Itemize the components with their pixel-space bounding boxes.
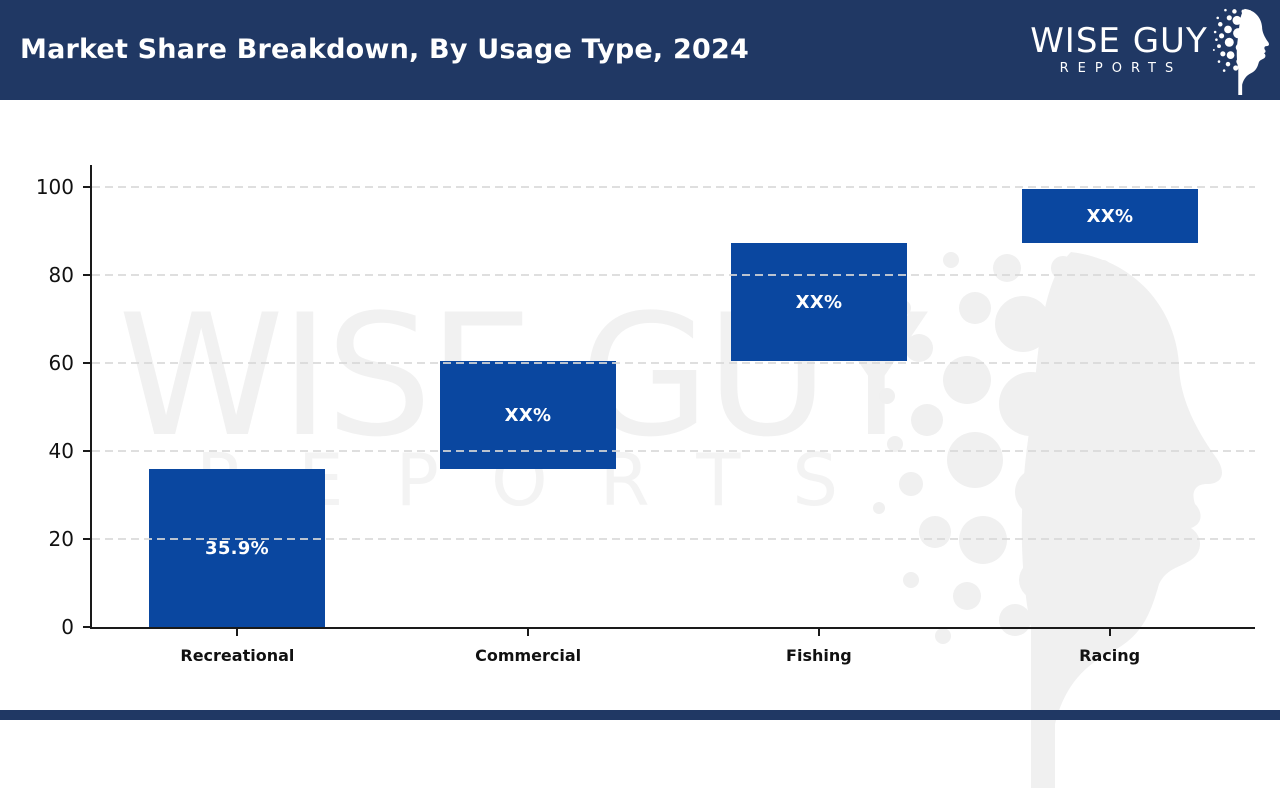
bar-value-label: XX% (1086, 205, 1134, 227)
y-tick-mark-0 (83, 626, 90, 628)
bar-value-label: 35.9% (205, 537, 269, 559)
y-tick-label-40: 40 (48, 439, 74, 463)
footer-bar (0, 710, 1280, 720)
bar-commercial: XX% (440, 361, 616, 469)
gridline-100 (92, 186, 1255, 188)
bar-recreational: 35.9% (149, 469, 325, 627)
x-tick-label-fishing: Fishing (786, 646, 852, 665)
gridline-80 (92, 274, 1255, 276)
logo-text: WISE GUY REPORTS (1030, 20, 1208, 77)
bar-value-label: XX% (795, 291, 843, 313)
y-tick-label-0: 0 (61, 615, 74, 639)
x-tick-label-racing: Racing (1079, 646, 1141, 665)
bar-racing: XX% (1022, 189, 1198, 243)
wiseguy-logo: WISE GUY REPORTS (1030, 4, 1274, 96)
x-tick-mark-recreational (236, 629, 239, 636)
x-tick-label-commercial: Commercial (475, 646, 582, 665)
gridline-60 (92, 362, 1255, 364)
header-banner: Market Share Breakdown, By Usage Type, 2… (0, 0, 1280, 100)
x-tick-label-recreational: Recreational (180, 646, 295, 665)
wiseguy-head-icon (1212, 8, 1269, 95)
y-tick-label-20: 20 (48, 527, 74, 551)
y-tick-mark-100 (83, 186, 90, 188)
x-tick-mark-racing (1108, 629, 1111, 636)
y-tick-mark-40 (83, 450, 90, 452)
x-tick-mark-fishing (817, 629, 820, 636)
y-tick-label-100: 100 (35, 175, 74, 199)
y-tick-mark-20 (83, 538, 90, 540)
y-tick-mark-60 (83, 362, 90, 364)
gridline-40 (92, 450, 1255, 452)
chart-area: WISE GUY REPORTS 0 20 40 60 80 100 35.9% Recrea… (0, 100, 1280, 788)
logo-subtext: REPORTS (1059, 61, 1183, 77)
x-tick-mark-commercial (527, 629, 530, 636)
plot-area: 0 20 40 60 80 100 35.9% Recreational XX% Commerci… (36, 165, 1255, 665)
logo-wordmark: WISE GUY (1030, 20, 1208, 61)
gridline-20 (92, 538, 1255, 540)
bar-fishing: XX% (731, 243, 907, 361)
y-tick-label-60: 60 (48, 351, 74, 375)
bar-value-label: XX% (504, 404, 552, 426)
y-tick-label-80: 80 (48, 263, 74, 287)
y-tick-mark-80 (83, 274, 90, 276)
chart-title: Market Share Breakdown, By Usage Type, 2… (20, 34, 749, 65)
